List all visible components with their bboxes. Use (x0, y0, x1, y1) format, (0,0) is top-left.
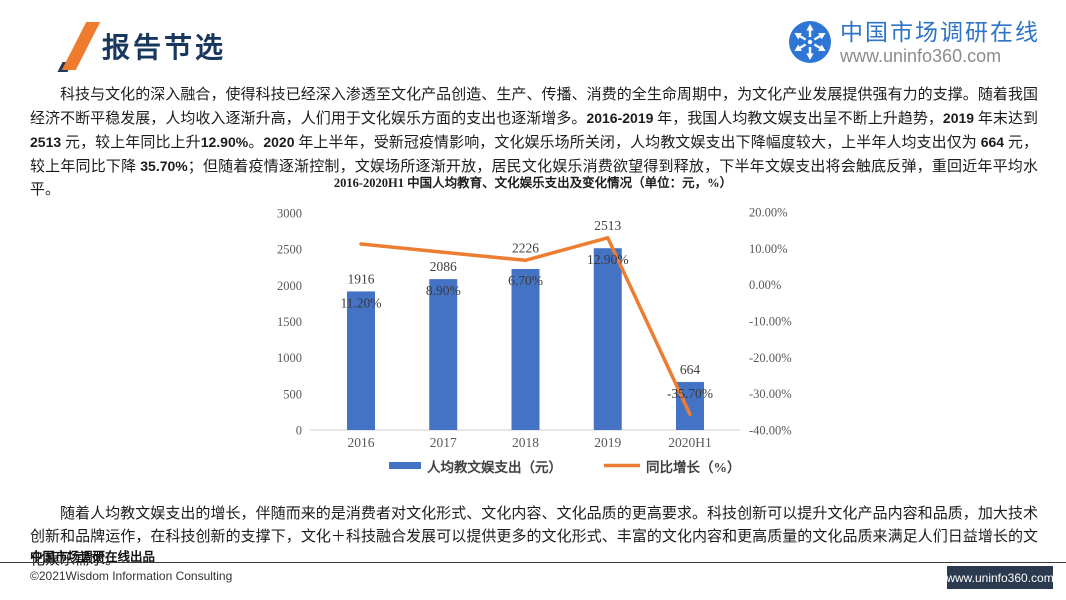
text-run: 。 (248, 135, 264, 151)
growth-value-label: 12.90% (587, 252, 629, 267)
brand-name: 中国市场调研在线 (840, 19, 1040, 45)
bold-text-run: 2020 (263, 134, 295, 150)
right-axis-tick-label: -30.00% (749, 387, 792, 401)
growth-value-label: 11.20% (340, 295, 381, 310)
bold-text-run: 2016-2019 (586, 110, 654, 126)
snowflake-compass-icon (789, 21, 831, 63)
bar-value-label: 2226 (512, 240, 539, 255)
footer-produced-by: 中国市场调研在线出品 (30, 550, 156, 564)
text-run: ；但随着疫情逐渐控制，文娱场所逐渐开放，居民文化娱乐消费欲望得到释放，下半年文娱… (30, 159, 1038, 198)
chart-title: 2016-2020H1 中国人均教育、文化娱乐支出及变化情况（单位：元，%） (333, 176, 733, 190)
footer-url-badge: www.uninfo360.com (946, 566, 1054, 589)
right-axis-tick-label: 10.00% (749, 242, 788, 256)
bar-2018 (511, 268, 540, 430)
growth-line (359, 236, 692, 417)
slash-bar (61, 22, 101, 70)
bar-value-label: 664 (680, 362, 701, 377)
bar-2016 (347, 291, 375, 430)
bold-text-run: 2513 (30, 134, 62, 150)
bar-2020H1 (676, 381, 704, 430)
text-run: 随着人均教文娱支出的增长，伴随而来的是消费者对文化形式、文化内容、文化品质的更高… (30, 506, 1038, 568)
growth-value-label: -35.70% (667, 386, 713, 401)
text-run: 年，我国人均教文娱支出呈不断上升趋势， (653, 111, 943, 127)
right-axis-tick-label: 0.00% (749, 278, 781, 292)
left-axis-tick-label: 1000 (277, 351, 302, 365)
right-axis-tick-label: -40.00% (749, 424, 792, 438)
category-label: 2019 (594, 435, 621, 450)
category-label: 2020H1 (668, 435, 712, 450)
bold-text-run: 12.90% (200, 134, 249, 150)
bold-text-run: 664 (980, 134, 1005, 150)
intro-paragraph: 科技与文化的深入融合，使得科技已经深入渗透至文化产品创造、生产、传播、消费的全生… (30, 84, 1038, 202)
bold-text-run: 2019 (942, 110, 975, 126)
left-axis-tick-label: 2000 (277, 279, 302, 293)
brand-block: 中国市场调研在线 www.uninfo360.com (788, 19, 1040, 67)
legend-bar-label: 人均教文娱支出（元） (427, 459, 562, 475)
text-run: 元，较上年同比下降 (30, 135, 1038, 175)
legend-bar-swatch (389, 462, 421, 469)
text-run: 科技与文化的深入融合，使得科技已经深入渗透至文化产品创造、生产、传播、消费的全生… (30, 87, 1038, 127)
bar-2019 (593, 248, 622, 430)
page-title: 报告节选 (102, 32, 227, 63)
footer-copyright: ©2021Wisdom Information Consulting (30, 569, 233, 583)
left-axis-tick-label: 0 (296, 424, 302, 438)
text-run: 元，较上年同比上升 (61, 135, 201, 151)
left-axis-tick-label: 1500 (277, 315, 302, 329)
right-axis-tick-label: -20.00% (749, 351, 792, 365)
left-axis-tick-label: 2500 (277, 243, 302, 257)
bar-value-label: 2086 (430, 259, 457, 274)
combo-chart: 0 500 1000 1500 2000 2500 3000 20.00% 10.00% 0.00… (262, 190, 802, 490)
text-run: 年上半年，受新冠疫情影响，文化娱乐场所关闭，人均教文娱支出下降幅度较大，上半年人… (294, 135, 981, 151)
category-label: 2016 (348, 435, 375, 450)
brand-url: www.uninfo360.com (840, 46, 1002, 67)
right-axis-tick-label: -10.00% (749, 315, 792, 329)
category-label: 2017 (430, 435, 457, 450)
bar-value-label: 2513 (594, 218, 621, 233)
orange-slash-icon (57, 20, 106, 72)
bar-2017 (429, 279, 458, 430)
chart-canvas: 0 500 1000 1500 2000 2500 3000 20.00% 10.00% 0.00… (277, 206, 792, 476)
left-axis-tick-label: 500 (283, 387, 302, 401)
outro-paragraph: 随着人均教文娱支出的增长，伴随而来的是消费者对文化形式、文化内容、文化品质的更高… (30, 503, 1038, 572)
text-run: 年末达到 (974, 111, 1038, 127)
category-label: 2018 (512, 435, 539, 450)
right-axis-tick-label: 20.00% (749, 206, 788, 220)
bar-value-label: 1916 (348, 271, 375, 286)
footer-divider (0, 562, 1066, 563)
legend-line-label: 同比增长（%） (646, 459, 741, 475)
growth-value-label: 6.70% (508, 273, 543, 288)
growth-value-label: 8.90% (426, 283, 461, 298)
left-axis-tick-label: 3000 (277, 207, 302, 221)
bold-text-run: 35.70% (140, 158, 188, 174)
